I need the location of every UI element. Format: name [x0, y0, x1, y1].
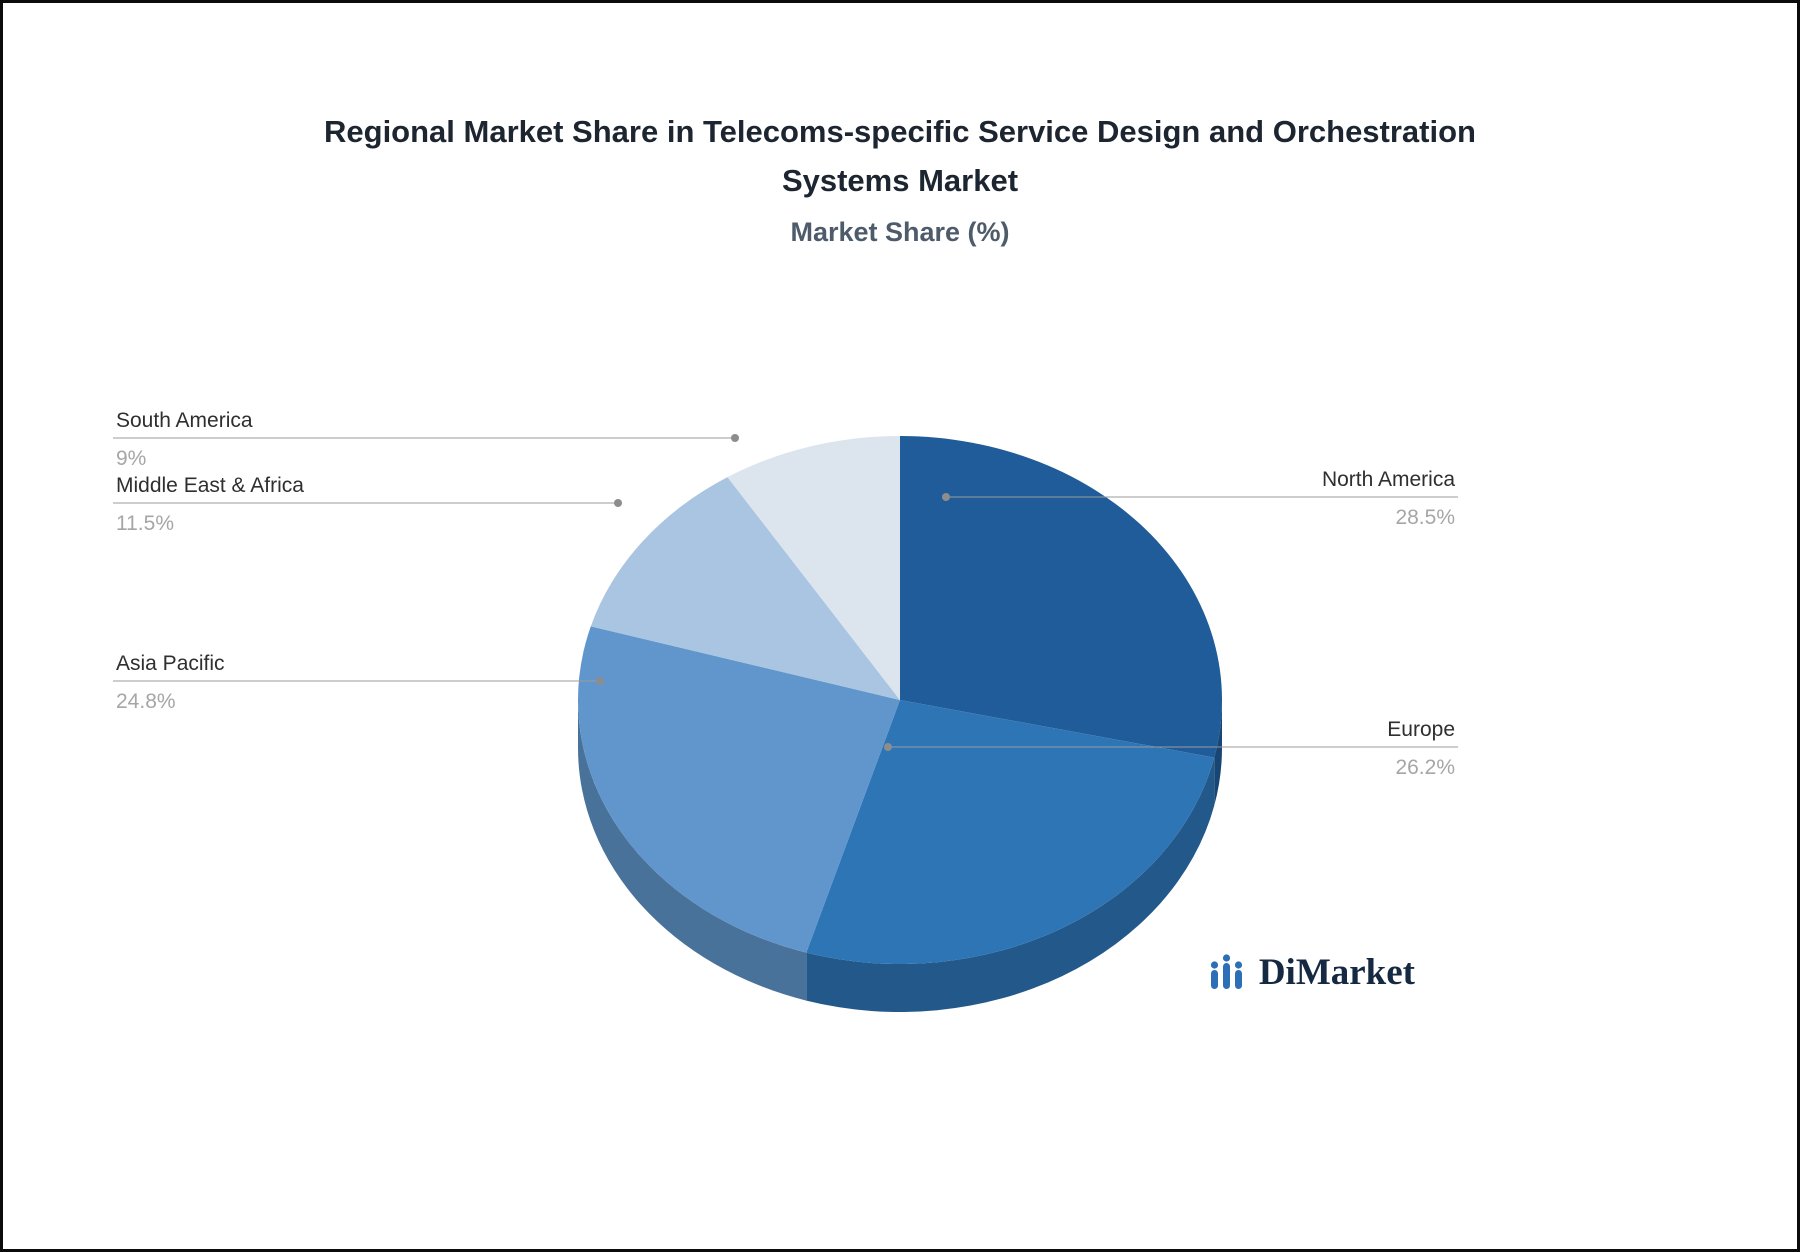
- chart-title: Regional Market Share in Telecoms-specif…: [3, 107, 1797, 205]
- slice-label-europe: Europe: [1387, 718, 1455, 741]
- brand-name: DiMarket: [1258, 952, 1415, 993]
- pie-slice-south-america[interactable]: [727, 436, 900, 700]
- pie-slice-middle-east-africa[interactable]: [590, 477, 900, 700]
- pie-slice-north-america[interactable]: [900, 436, 1223, 758]
- callout-south-america: South America 9%: [116, 409, 253, 471]
- pie-chart: [113, 434, 1458, 1012]
- pie-slice-side-europe: [806, 757, 1215, 1012]
- pie-slice-europe[interactable]: [806, 700, 1215, 964]
- slice-value-asia-pacific: 24.8%: [116, 690, 176, 713]
- slice-label-asia-pacific: Asia Pacific: [116, 652, 225, 675]
- pie-slice-side-asia-pacific: [578, 700, 807, 1001]
- slice-label-north-america: North America: [1321, 468, 1455, 491]
- pie-slice-side-north-america: [1214, 700, 1222, 806]
- callout-asia-pacific: Asia Pacific 24.8%: [116, 652, 225, 714]
- slice-label-south-america: South America: [116, 409, 253, 432]
- callout-europe: Europe 26.2%: [1387, 718, 1455, 780]
- callout-middle-east-africa: Middle East & Africa 11.5%: [116, 474, 304, 536]
- chart-title-line2: Systems Market: [781, 163, 1019, 198]
- slice-value-north-america: 28.5%: [1395, 506, 1455, 529]
- leader-line-europe: [884, 743, 1458, 751]
- slice-label-middle-east-africa: Middle East & Africa: [116, 474, 304, 497]
- chart-title-line1: Regional Market Share in Telecoms-specif…: [324, 114, 1476, 149]
- chart-subtitle: Market Share (%): [790, 217, 1010, 247]
- slice-value-middle-east-africa: 11.5%: [116, 512, 174, 535]
- chart-canvas: Regional Market Share in Telecoms-specif…: [3, 3, 1797, 1249]
- leader-line-south-america: [113, 434, 739, 442]
- callout-north-america: North America 28.5%: [1322, 468, 1455, 530]
- slice-value-south-america: 9%: [116, 447, 147, 470]
- leader-line-north-america: [942, 493, 1458, 501]
- pie-slice-asia-pacific[interactable]: [578, 626, 900, 953]
- slice-value-europe: 26.2%: [1395, 756, 1455, 779]
- brand-logo: DiMarket: [1205, 953, 1415, 993]
- leader-line-asia-pacific: [113, 677, 604, 685]
- bar-chart-icon: [1210, 954, 1242, 989]
- leader-line-middle-east-africa: [113, 499, 622, 507]
